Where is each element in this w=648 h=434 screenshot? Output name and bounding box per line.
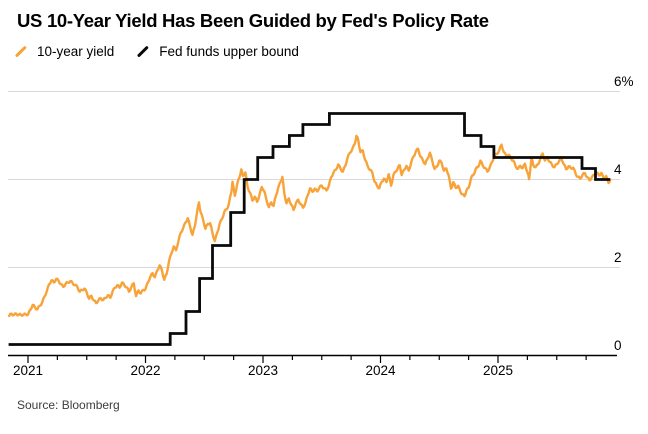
x-tick-label: 2021 bbox=[12, 363, 44, 378]
source-attribution: Source: Bloomberg bbox=[17, 398, 120, 412]
y-tick-label: 0 bbox=[614, 337, 622, 353]
legend-item-fed-funds-upper-bound: Fed funds upper bound bbox=[136, 44, 299, 59]
legend-label: 10-year yield bbox=[37, 44, 115, 59]
x-tick-label: 2022 bbox=[130, 363, 161, 378]
x-tick-label: 2025 bbox=[482, 363, 514, 378]
y-tick-label: 6% bbox=[614, 73, 634, 89]
y-tick-label: 2 bbox=[614, 249, 622, 265]
series-fed-funds-upper-bound bbox=[8, 112, 611, 346]
legend-label: Fed funds upper bound bbox=[159, 44, 299, 59]
x-tick-label: 2023 bbox=[247, 363, 279, 378]
series-10-year-yield bbox=[7, 134, 612, 318]
chart-title: US 10-Year Yield Has Been Guided by Fed'… bbox=[17, 10, 489, 31]
x-tick-label: 2024 bbox=[365, 363, 396, 378]
chart-legend: 10-year yield Fed funds upper bound bbox=[14, 44, 299, 59]
y-tick-label: 4 bbox=[614, 161, 622, 177]
legend-item-10-year-yield: 10-year yield bbox=[14, 44, 114, 59]
